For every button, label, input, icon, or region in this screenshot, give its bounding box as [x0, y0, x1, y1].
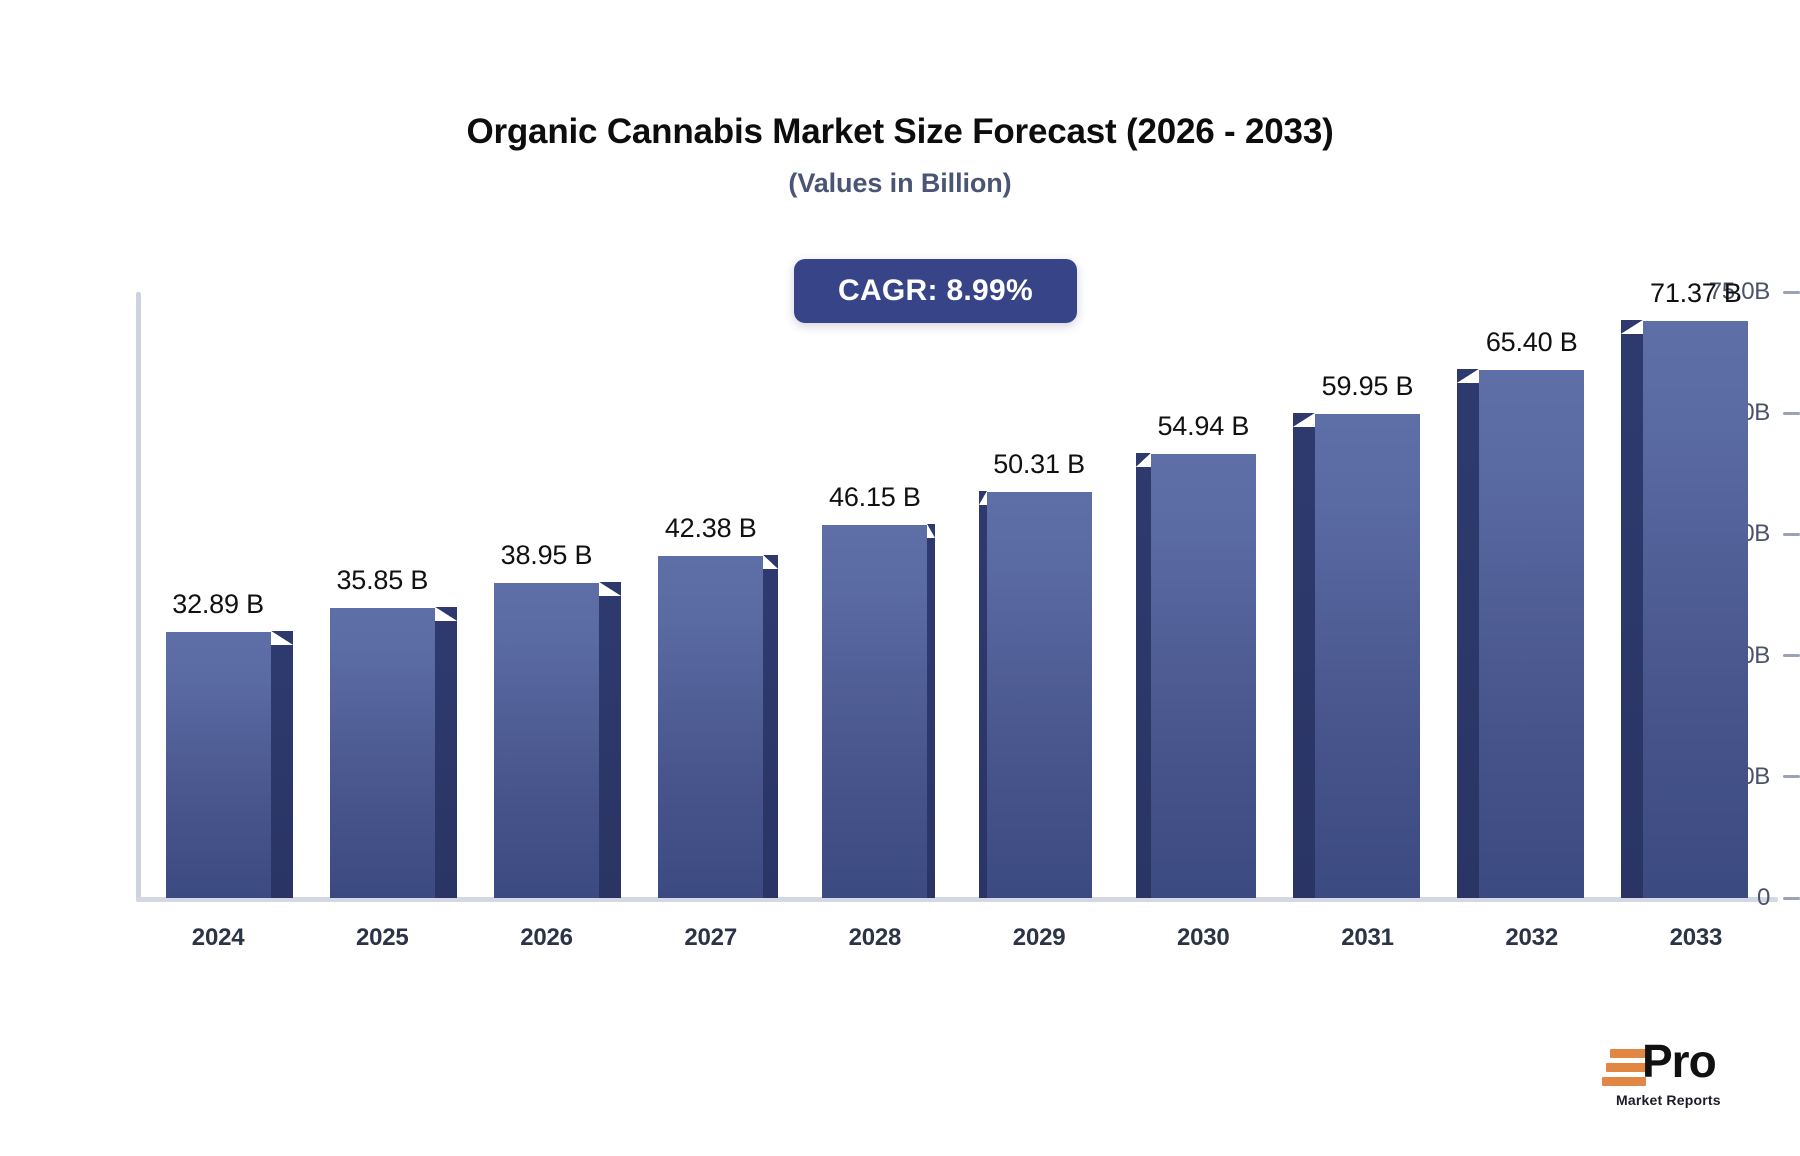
bar-side-face	[1135, 467, 1151, 898]
bar-2028: 46.15 B	[822, 482, 936, 898]
bar-value-label: 42.38 B	[664, 512, 757, 543]
bar-side-face	[927, 538, 936, 898]
bar-front-face	[658, 555, 764, 898]
logo-name: Pro	[1642, 1035, 1717, 1087]
bar-front-face	[1643, 321, 1749, 898]
bar-side-face	[270, 645, 293, 898]
bar-value-label: 71.37 B	[1650, 278, 1742, 309]
bar-top-face	[434, 607, 457, 622]
x-axis-tick-label: 2025	[355, 924, 409, 951]
title-block: Organic Cannabis Market Size Forecast (2…	[0, 112, 1800, 199]
bar-value-label: 35.85 B	[336, 565, 429, 596]
bar-front-face	[1150, 454, 1256, 898]
bar-2024: 32.89 B	[165, 589, 293, 898]
bar-2025: 35.85 B	[329, 565, 457, 898]
y-axis-tick-mark	[1783, 532, 1800, 536]
x-axis-tick-label: 2027	[684, 924, 737, 951]
bar-front-face	[165, 632, 271, 898]
bar-top-face	[270, 631, 293, 646]
logo-tagline: Market Reports	[1616, 1092, 1721, 1108]
y-axis-tick: 75.0B	[1664, 278, 1800, 306]
y-axis-line	[136, 292, 141, 902]
bar-2029: 50.31 B	[978, 449, 1092, 898]
bar-front-face	[1479, 369, 1585, 898]
bar-value-label: 32.89 B	[172, 589, 264, 620]
logo-bars-icon	[1602, 1049, 1646, 1091]
bar-value-label: 50.31 B	[993, 448, 1085, 479]
bar-top-face	[599, 582, 621, 597]
y-axis-tick-label: 75.0B	[1708, 278, 1771, 305]
bar-front-face	[822, 525, 928, 898]
x-axis-tick-label: 2030	[1176, 924, 1230, 951]
bar-front-face	[1315, 413, 1420, 898]
bar-side-face	[978, 504, 987, 898]
bar-front-face	[986, 491, 1092, 898]
bar-2030: 54.94 B	[1135, 411, 1256, 898]
x-axis-tick-label: 2024	[191, 924, 245, 951]
cagr-badge-label: CAGR: 8.99%	[837, 274, 1034, 307]
bar-side-face	[434, 621, 457, 898]
x-axis-tick-label: 2026	[520, 924, 573, 951]
bar-top-face	[1621, 320, 1644, 335]
bar-top-face	[763, 554, 779, 569]
bar-value-label: 59.95 B	[1321, 370, 1414, 401]
bar-2027: 42.38 B	[658, 513, 779, 898]
x-axis-tick-label: 2031	[1341, 924, 1394, 951]
bar-series: 32.89 B 35.85 B 38.95 B 42.38 B 46.15 B 50.31…	[136, 0, 1778, 1156]
bar-side-face	[1621, 334, 1644, 898]
y-axis-tick: 0	[1664, 884, 1800, 912]
bar-2033: 71.37 B	[1621, 278, 1749, 898]
bar-top-face	[978, 490, 987, 505]
bar-value-label: 46.15 B	[829, 482, 921, 513]
y-axis-tick-mark	[1783, 775, 1800, 779]
page-title: Organic Cannabis Market Size Forecast (2…	[466, 112, 1334, 151]
y-axis-tick-mark	[1783, 654, 1800, 658]
bar-2026: 38.95 B	[494, 540, 621, 898]
cagr-badge: CAGR: 8.99%	[794, 259, 1077, 323]
bar-top-face	[927, 524, 936, 539]
bar-value-label: 54.94 B	[1157, 411, 1250, 442]
y-axis-tick-mark	[1783, 896, 1800, 900]
y-axis-tick-mark	[1783, 411, 1800, 415]
brand-logo: Pro Market Reports	[1598, 1035, 1763, 1120]
x-axis-tick-label: 2032	[1505, 924, 1558, 951]
bar-2031: 59.95 B	[1293, 371, 1420, 898]
x-axis-tick-label: 2029	[1012, 924, 1066, 951]
bar-value-label: 65.40 B	[1485, 326, 1578, 357]
bar-front-face	[329, 608, 435, 898]
bar-2032: 65.40 B	[1457, 327, 1585, 898]
bar-side-face	[1293, 426, 1315, 898]
bar-side-face	[1457, 382, 1480, 898]
bar-top-face	[1135, 453, 1151, 468]
x-axis-tick-label: 2028	[848, 924, 902, 951]
bar-value-label: 38.95 B	[500, 540, 593, 571]
x-axis-tick-label: 2033	[1669, 924, 1723, 951]
bar-side-face	[763, 568, 779, 898]
chart-subtitle: (Values in Billion)	[788, 168, 1012, 199]
y-axis-tick-mark	[1783, 290, 1800, 294]
y-axis-tick-label: 0	[1756, 884, 1770, 911]
bar-top-face	[1293, 412, 1315, 427]
x-axis-line	[136, 897, 1778, 902]
bar-top-face	[1457, 368, 1480, 383]
bar-front-face	[494, 583, 599, 898]
bar-side-face	[599, 596, 621, 898]
